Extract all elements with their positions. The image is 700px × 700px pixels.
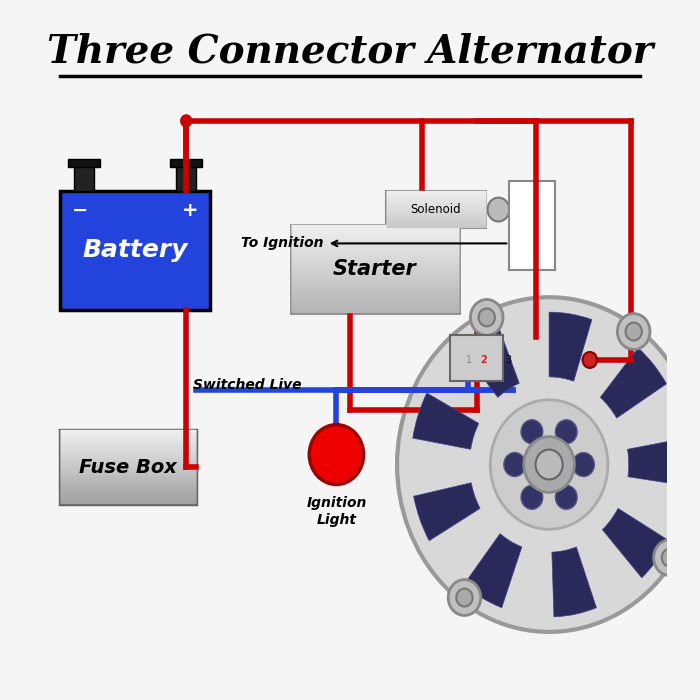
- Wedge shape: [464, 533, 522, 608]
- Circle shape: [626, 323, 642, 340]
- Text: 2: 2: [481, 355, 487, 365]
- Wedge shape: [601, 348, 666, 418]
- FancyBboxPatch shape: [176, 162, 196, 190]
- FancyBboxPatch shape: [74, 162, 94, 190]
- Text: Fuse Box: Fuse Box: [79, 458, 177, 477]
- Text: Starter: Starter: [333, 259, 416, 279]
- Circle shape: [524, 437, 575, 492]
- Text: Ignition
Light: Ignition Light: [306, 496, 367, 526]
- Circle shape: [582, 352, 597, 368]
- Wedge shape: [460, 323, 519, 398]
- FancyBboxPatch shape: [449, 335, 503, 381]
- Wedge shape: [627, 438, 687, 486]
- Circle shape: [617, 314, 650, 349]
- FancyBboxPatch shape: [170, 159, 202, 167]
- FancyBboxPatch shape: [510, 181, 554, 270]
- Circle shape: [181, 115, 192, 127]
- Circle shape: [488, 197, 510, 221]
- Circle shape: [456, 589, 473, 606]
- Circle shape: [521, 420, 542, 444]
- FancyBboxPatch shape: [68, 159, 100, 167]
- Wedge shape: [549, 312, 592, 382]
- Circle shape: [654, 540, 686, 575]
- Wedge shape: [603, 508, 669, 578]
- Circle shape: [479, 309, 495, 326]
- Circle shape: [309, 425, 363, 484]
- Wedge shape: [414, 483, 480, 540]
- Wedge shape: [552, 547, 596, 617]
- Text: 3: 3: [505, 355, 512, 365]
- Circle shape: [555, 420, 577, 444]
- Text: Battery: Battery: [83, 239, 188, 262]
- Circle shape: [504, 453, 526, 477]
- Circle shape: [555, 485, 577, 510]
- Text: +: +: [181, 201, 198, 220]
- Circle shape: [521, 485, 542, 510]
- Text: To Ignition: To Ignition: [241, 237, 507, 251]
- Wedge shape: [413, 393, 479, 449]
- Text: Switched Live: Switched Live: [193, 378, 302, 392]
- FancyBboxPatch shape: [60, 190, 210, 310]
- Text: Solenoid: Solenoid: [411, 203, 461, 216]
- Circle shape: [397, 298, 700, 632]
- Circle shape: [470, 300, 503, 335]
- Circle shape: [536, 449, 563, 480]
- Circle shape: [662, 549, 678, 566]
- Text: Three Connector Alternator: Three Connector Alternator: [47, 32, 653, 70]
- Circle shape: [490, 400, 608, 529]
- Text: 1: 1: [466, 355, 473, 365]
- Circle shape: [573, 453, 594, 477]
- Circle shape: [448, 580, 481, 615]
- Text: −: −: [72, 201, 88, 220]
